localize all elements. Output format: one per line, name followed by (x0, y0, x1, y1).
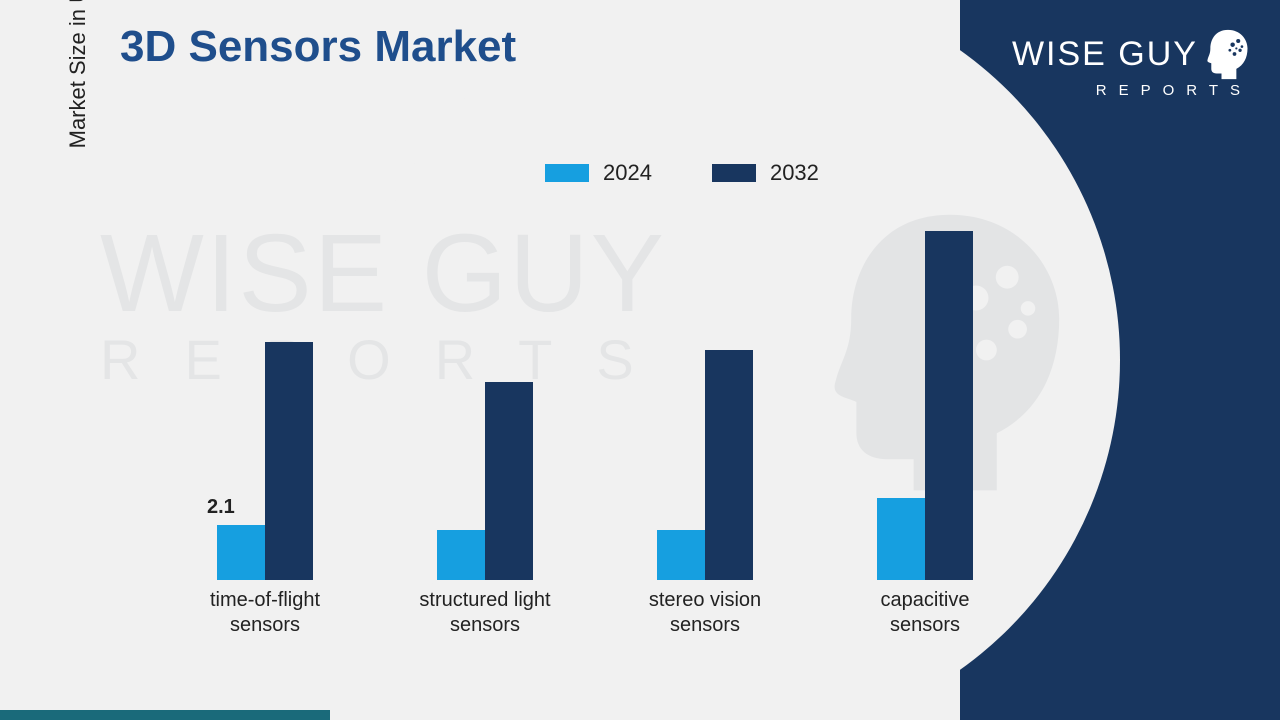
category-label: capacitive sensors (845, 588, 1005, 638)
legend-label-2032: 2032 (770, 160, 819, 186)
bar-group: capacitive sensors (865, 231, 985, 580)
legend-label-2024: 2024 (603, 160, 652, 186)
legend: 2024 2032 (545, 160, 819, 186)
bar (437, 530, 485, 580)
bar-group: stereo vision sensors (645, 350, 765, 580)
legend-item-2032: 2032 (712, 160, 819, 186)
legend-item-2024: 2024 (545, 160, 652, 186)
bottom-accent-bar (0, 710, 330, 720)
bar (925, 231, 973, 580)
brand-logo: WISE GUY REPORTS (1012, 28, 1252, 99)
bar (217, 525, 265, 581)
chart-area: Market Size in USD Billion 2024 2032 tim… (85, 150, 985, 670)
bar (657, 530, 705, 580)
bar (485, 382, 533, 580)
chart-title: 3D Sensors Market (120, 22, 516, 72)
category-label: stereo vision sensors (625, 588, 785, 638)
bar (265, 342, 313, 580)
bar-group: time-of-flight sensors (205, 342, 325, 580)
bar (705, 350, 753, 580)
bar-group: structured light sensors (425, 382, 545, 580)
brand-line2: REPORTS (1012, 82, 1252, 99)
bar (877, 498, 925, 580)
legend-swatch-2032 (712, 164, 756, 182)
legend-swatch-2024 (545, 164, 589, 182)
value-label: 2.1 (207, 496, 235, 519)
head-icon (1204, 28, 1252, 80)
category-label: structured light sensors (405, 588, 565, 638)
plot-area: time-of-flight sensors structured light s… (145, 210, 985, 580)
y-axis-label: Market Size in USD Billion (65, 0, 91, 210)
brand-line1: WISE GUY (1012, 35, 1198, 74)
category-label: time-of-flight sensors (185, 588, 345, 638)
